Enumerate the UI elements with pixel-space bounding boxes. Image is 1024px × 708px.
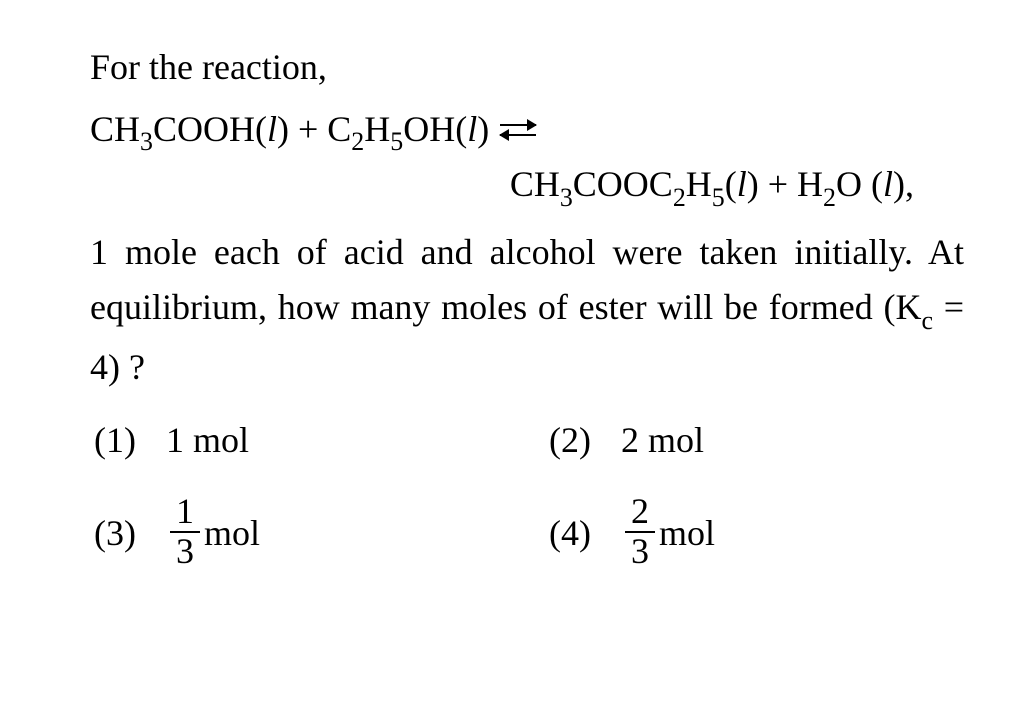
equilibrium-arrows-icon	[500, 115, 536, 145]
options-grid: (1) 1 mol (2) 2 mol (3) 1 3 mol (4) 2 3 …	[90, 413, 964, 572]
fraction: 2 3	[625, 493, 655, 571]
option-value: 2 mol	[621, 413, 704, 469]
option-number: (4)	[549, 506, 621, 562]
fraction: 1 3	[170, 493, 200, 571]
option-4: (4) 2 3 mol	[549, 495, 964, 573]
question-block: For the reaction, CH3COOH(l) + C2H5OH(l)…	[0, 0, 1024, 613]
fraction-denominator: 3	[625, 531, 655, 571]
option-2: (2) 2 mol	[549, 413, 964, 469]
intro-text: For the reaction,	[90, 40, 964, 96]
option-1: (1) 1 mol	[94, 413, 509, 469]
reaction-line-2: CH3COOC2H5(l) + H2O (l),	[90, 157, 964, 216]
option-unit: mol	[204, 506, 260, 562]
fraction-numerator: 1	[170, 493, 200, 531]
reaction-lhs: CH3COOH(l) + C2H5OH(l)	[90, 109, 489, 149]
option-unit: mol	[659, 506, 715, 562]
reaction-rhs: CH3COOC2H5(l) + H2O (l),	[510, 164, 914, 204]
option-number: (1)	[94, 413, 166, 469]
reaction-line-1: CH3COOH(l) + C2H5OH(l)	[90, 102, 964, 161]
option-number: (3)	[94, 506, 166, 562]
option-value: 1 mol	[166, 413, 249, 469]
fraction-numerator: 2	[625, 493, 655, 531]
option-number: (2)	[549, 413, 621, 469]
option-3: (3) 1 3 mol	[94, 495, 509, 573]
fraction-denominator: 3	[170, 531, 200, 571]
question-body: 1 mole each of acid and alcohol were tak…	[90, 225, 964, 396]
